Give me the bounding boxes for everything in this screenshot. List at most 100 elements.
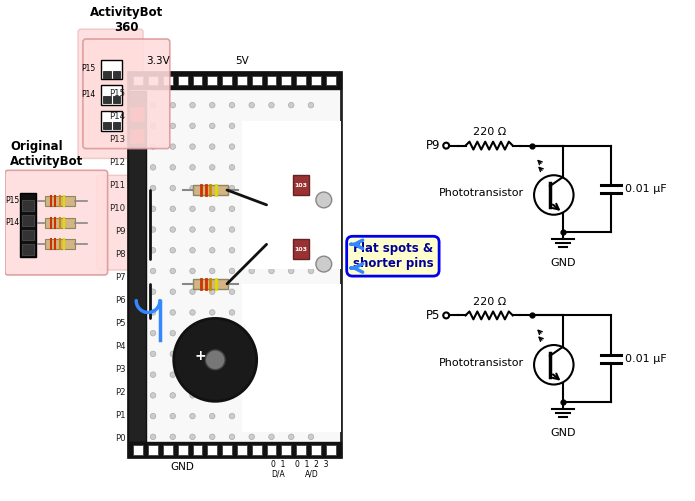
Circle shape (150, 247, 156, 253)
Circle shape (288, 102, 294, 108)
Circle shape (209, 393, 215, 398)
Bar (129, 72, 341, 456)
Bar (296, 76, 306, 85)
Circle shape (150, 268, 156, 274)
Text: GND: GND (550, 258, 575, 268)
Bar (133, 445, 143, 454)
Bar (45, 196, 75, 206)
Bar (311, 445, 321, 454)
Circle shape (190, 351, 195, 357)
Circle shape (150, 351, 156, 357)
Bar (281, 76, 291, 85)
Circle shape (150, 144, 156, 149)
Text: P15: P15 (81, 64, 96, 73)
Bar (193, 76, 202, 85)
Circle shape (209, 331, 215, 336)
Bar (19, 193, 35, 257)
Circle shape (308, 351, 313, 357)
Circle shape (249, 206, 254, 211)
Bar (113, 122, 120, 129)
Text: P8: P8 (115, 250, 125, 259)
Circle shape (288, 227, 294, 232)
Circle shape (269, 434, 275, 439)
Circle shape (269, 289, 275, 295)
Text: P14: P14 (81, 90, 96, 99)
Circle shape (150, 165, 156, 170)
Circle shape (150, 413, 156, 419)
Circle shape (249, 165, 254, 170)
Bar (293, 175, 309, 195)
Bar (101, 85, 122, 105)
Circle shape (190, 165, 195, 170)
Circle shape (205, 350, 225, 370)
Circle shape (288, 165, 294, 170)
Circle shape (150, 434, 156, 439)
Bar (267, 76, 277, 85)
Text: Flat spots &
shorter pins: Flat spots & shorter pins (352, 242, 433, 270)
Circle shape (190, 434, 195, 439)
Circle shape (288, 351, 294, 357)
Circle shape (190, 268, 195, 274)
Circle shape (209, 185, 215, 191)
Text: +: + (195, 349, 206, 363)
Circle shape (229, 289, 235, 295)
Circle shape (209, 206, 215, 211)
Bar (296, 445, 306, 454)
Circle shape (288, 434, 294, 439)
Circle shape (150, 185, 156, 191)
Circle shape (249, 144, 254, 149)
Text: P3: P3 (115, 365, 125, 374)
Circle shape (308, 102, 313, 108)
Circle shape (150, 227, 156, 232)
Circle shape (190, 247, 195, 253)
Circle shape (249, 227, 254, 232)
Circle shape (229, 165, 235, 170)
Circle shape (308, 206, 313, 211)
Circle shape (308, 123, 313, 129)
Circle shape (249, 310, 254, 315)
Text: P4: P4 (115, 342, 125, 351)
Circle shape (150, 393, 156, 398)
Bar (131, 107, 144, 121)
Circle shape (288, 185, 294, 191)
Circle shape (190, 393, 195, 398)
Circle shape (288, 206, 294, 211)
Circle shape (288, 123, 294, 129)
Text: P9: P9 (426, 139, 440, 152)
Bar (163, 445, 173, 454)
Circle shape (150, 123, 156, 129)
Bar (101, 111, 122, 131)
Circle shape (174, 318, 256, 401)
Circle shape (170, 165, 176, 170)
Bar (22, 200, 33, 211)
Circle shape (170, 393, 176, 398)
Text: 0.01 μF: 0.01 μF (625, 354, 667, 364)
Text: GND: GND (171, 461, 195, 471)
Bar (103, 122, 111, 129)
Bar (133, 76, 143, 85)
Bar (222, 76, 232, 85)
Circle shape (170, 372, 176, 377)
Bar (178, 445, 188, 454)
Circle shape (190, 331, 195, 336)
Circle shape (170, 144, 176, 149)
Circle shape (209, 123, 215, 129)
Bar (22, 215, 33, 225)
Text: 220 Ω: 220 Ω (473, 127, 506, 137)
Text: P2: P2 (115, 388, 125, 397)
Circle shape (190, 185, 195, 191)
Circle shape (249, 372, 254, 377)
Bar (129, 442, 341, 456)
Circle shape (308, 268, 313, 274)
Text: P15: P15 (109, 89, 125, 98)
Circle shape (269, 123, 275, 129)
Bar (252, 76, 261, 85)
Bar (293, 239, 309, 259)
Circle shape (288, 393, 294, 398)
Circle shape (229, 413, 235, 419)
Circle shape (209, 351, 215, 357)
Bar (103, 71, 111, 78)
Text: P0: P0 (115, 434, 125, 443)
Circle shape (209, 102, 215, 108)
Circle shape (190, 102, 195, 108)
